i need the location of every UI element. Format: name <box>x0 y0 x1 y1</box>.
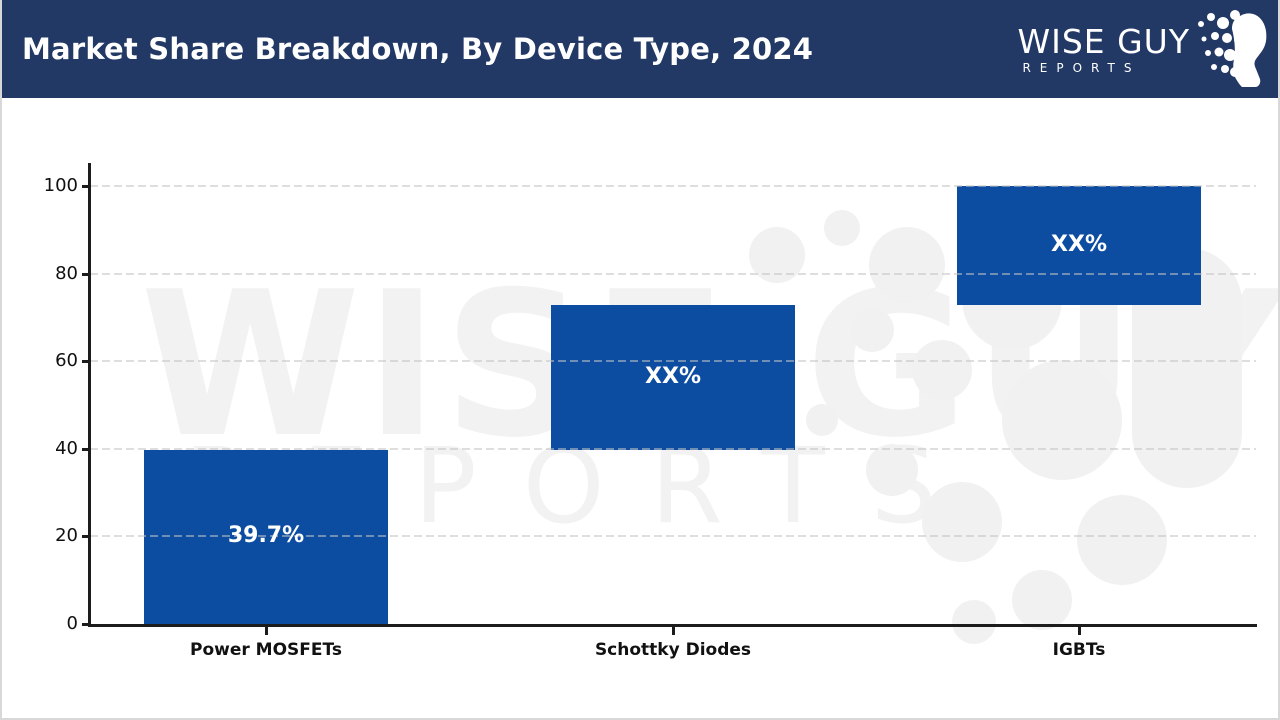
x-category-label: Power MOSFETs <box>190 640 342 660</box>
y-tick-label: 40 <box>55 437 78 459</box>
bar-value-label: 39.7% <box>227 523 305 549</box>
gridline <box>90 535 1256 538</box>
page-title: Market Share Breakdown, By Device Type, … <box>22 32 814 66</box>
market-share-bar[interactable] <box>551 305 795 451</box>
logo-subtitle: REPORTS <box>1022 60 1141 75</box>
market-share-bar[interactable] <box>957 186 1201 306</box>
logo-wordmark: WISE GUY <box>1017 21 1190 61</box>
gridline <box>90 185 1256 187</box>
x-category-label: Schottky Diodes <box>594 640 752 660</box>
x-tick-mark <box>265 627 268 635</box>
y-tick-mark <box>82 185 90 188</box>
x-category-label: IGBTs <box>1052 640 1106 660</box>
x-tick-mark <box>1078 627 1081 635</box>
y-tick-label: 80 <box>55 262 78 284</box>
logo-face-dots-icon <box>1198 10 1267 87</box>
x-tick-mark <box>672 627 675 635</box>
y-tick-mark <box>82 272 90 276</box>
bar-value-label: XX% <box>645 363 701 389</box>
gridline <box>90 272 1256 275</box>
gridline <box>90 447 1256 450</box>
bar-value-label: XX% <box>1051 231 1107 257</box>
y-tick-mark <box>82 623 90 626</box>
y-tick-mark <box>82 360 90 364</box>
chart-canvas: WISE GUY REPORTS 02040608010039.7%Power … <box>2 98 1278 718</box>
y-axis-line <box>88 163 91 627</box>
header-bar: Market Share Breakdown, By Device Type, … <box>2 0 1278 98</box>
x-axis-line <box>88 624 1257 627</box>
y-tick-label: 60 <box>55 350 78 372</box>
y-tick-mark <box>82 447 90 451</box>
y-tick-label: 0 <box>66 613 78 634</box>
y-tick-label: 20 <box>55 525 78 547</box>
y-tick-label: 100 <box>43 175 78 196</box>
y-tick-mark <box>82 535 90 539</box>
wise-guy-reports-logo: WISE GUY REPORTS <box>1017 8 1278 90</box>
gridline <box>90 360 1256 363</box>
